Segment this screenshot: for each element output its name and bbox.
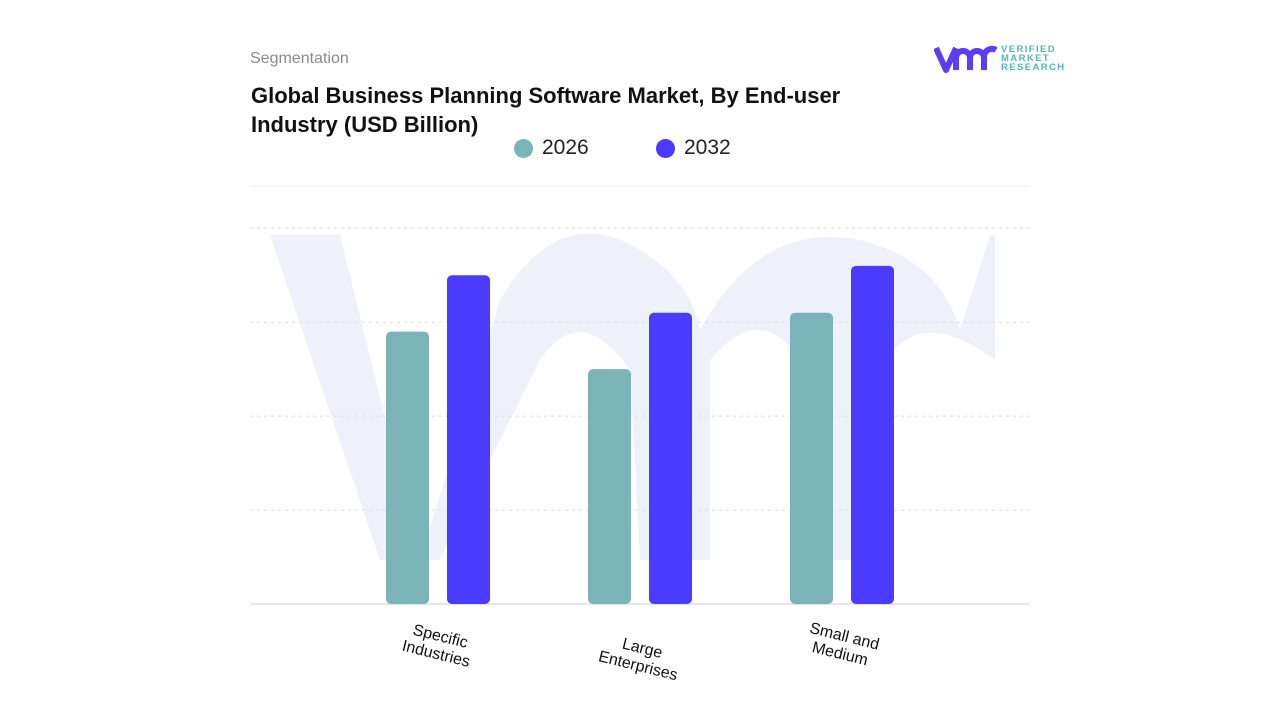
section-label: Segmentation — [250, 50, 349, 67]
bar-2026-small-and-medium — [790, 312, 833, 604]
legend-item-2026: 2026 — [514, 136, 656, 160]
bar-2032-small-and-medium — [851, 265, 894, 604]
legend-swatch-2026 — [514, 138, 533, 158]
legend-label: 2026 — [542, 136, 589, 159]
bar-2026-large-enterprises — [588, 369, 631, 604]
legend: 2026 2032 — [514, 136, 798, 160]
legend-item-2032: 2032 — [656, 136, 798, 160]
bar-2026-specific-industries — [386, 331, 429, 604]
legend-swatch-2032 — [656, 138, 675, 158]
bar-2032-specific-industries — [447, 275, 490, 604]
logo-text: VERIFIED MARKET RESEARCH — [1001, 44, 1066, 73]
bar-2032-large-enterprises — [649, 312, 692, 604]
legend-label: 2032 — [684, 136, 731, 159]
vmr-logo-icon — [934, 45, 998, 73]
logo-line: MARKET — [1001, 53, 1051, 64]
chart-title: Global Business Planning Software Market… — [251, 83, 841, 137]
logo-line: VERIFIED — [1001, 44, 1057, 55]
logo-line: RESEARCH — [1001, 62, 1066, 73]
